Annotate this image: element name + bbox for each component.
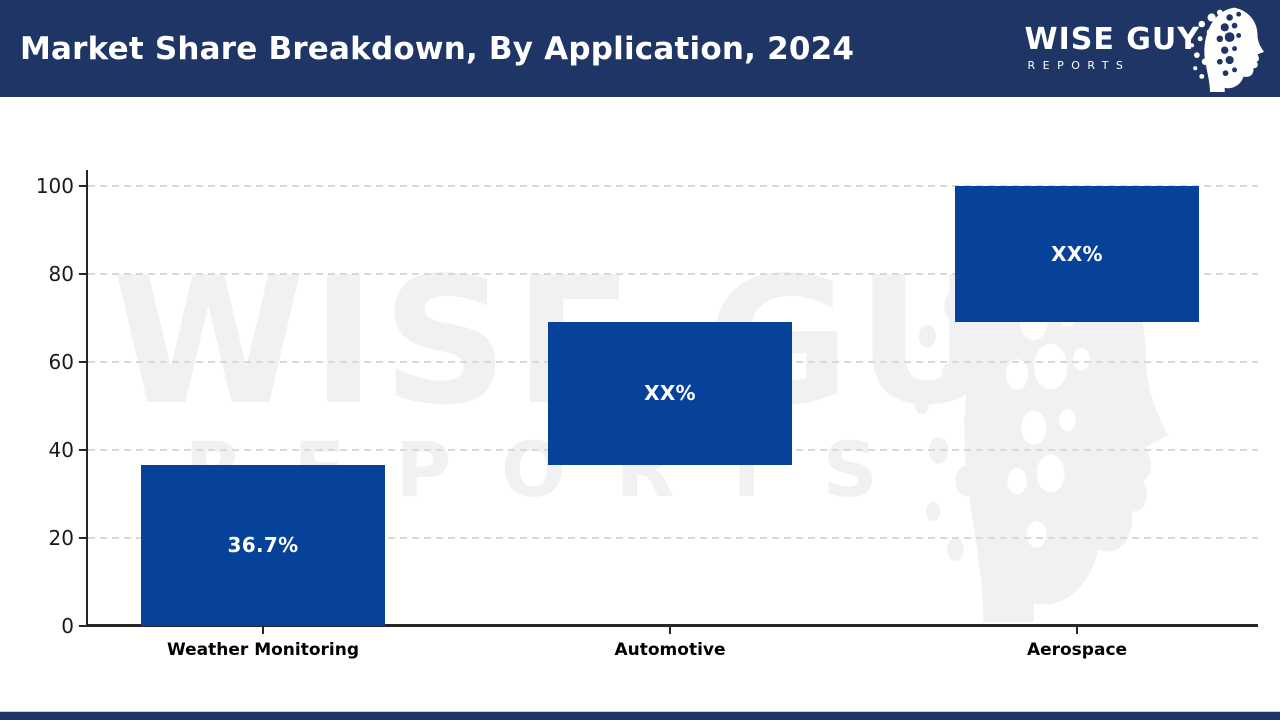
y-tick-mark-100: [79, 185, 87, 187]
y-tick-mark-0: [79, 625, 87, 627]
y-axis-line: [86, 170, 88, 627]
y-tick-mark-40: [79, 449, 87, 451]
logo-text: WISE GUY REPORTS: [1024, 22, 1200, 73]
y-tick-label-60: 60: [48, 350, 74, 374]
y-tick-label-100: 100: [35, 174, 74, 198]
x-tick-mark-2: [669, 627, 671, 634]
bar-automotive: XX%: [548, 321, 792, 465]
y-tick-mark-60: [79, 361, 87, 363]
gridline-y-100: [88, 185, 1258, 187]
logo-subtitle: REPORTS: [1027, 59, 1131, 72]
y-tick-mark-20: [79, 537, 87, 539]
gridline-y-20: [88, 537, 1258, 539]
footer-bar: [0, 712, 1280, 720]
y-tick-label-0: 0: [61, 614, 74, 638]
header: Market Share Breakdown, By Application, …: [0, 0, 1280, 97]
x-tick-mark-1: [262, 627, 264, 634]
footer-divider: [0, 711, 1280, 712]
bar-value-label: XX%: [644, 381, 696, 406]
x-category-label: Weather Monitoring: [166, 640, 360, 660]
logo-wordmark: WISE GUY: [1024, 22, 1200, 57]
chart-title: Market Share Breakdown, By Application, …: [20, 30, 855, 67]
bar-aerospace: XX%: [955, 186, 1199, 322]
x-axis-line: [86, 624, 1258, 627]
x-tick-mark-3: [1076, 627, 1078, 634]
y-tick-label-20: 20: [48, 526, 74, 550]
bar-weather-monitoring: 36.7%: [141, 464, 385, 626]
y-tick-label-80: 80: [48, 262, 74, 286]
y-tick-label-40: 40: [48, 438, 74, 462]
bar-value-label: 36.7%: [227, 533, 299, 558]
y-tick-mark-80: [79, 273, 87, 275]
wise-guy-logo: WISE GUY REPORTS: [1024, 6, 1270, 92]
wise-guy-head-icon: [1189, 7, 1265, 92]
plot-area: 0 20 40 60 80 100 36.7% Weather Monitoring XX% Au…: [0, 97, 1280, 713]
bar-value-label: XX%: [1051, 241, 1103, 266]
gridline-y-80: [88, 273, 1258, 275]
x-category-label: Automotive: [614, 640, 726, 660]
x-category-label: Aerospace: [1026, 640, 1128, 660]
